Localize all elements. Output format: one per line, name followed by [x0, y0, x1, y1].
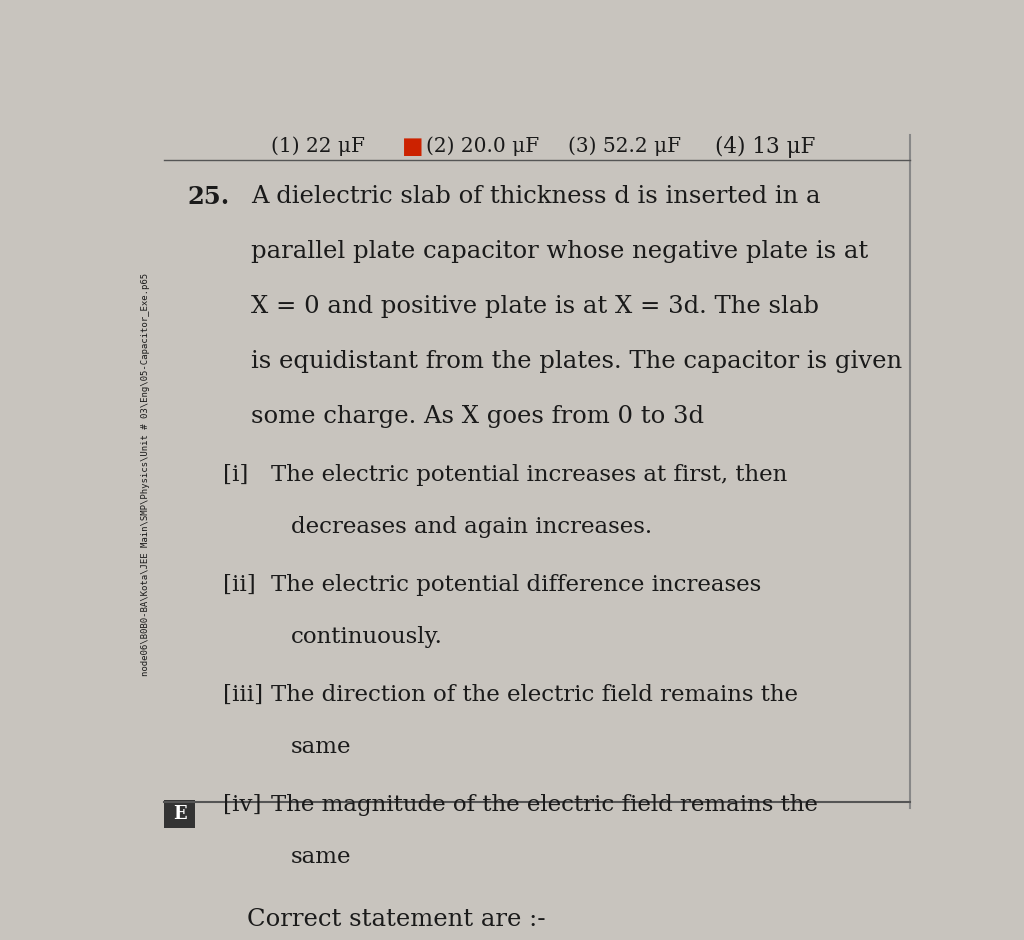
- Text: The magnitude of the electric field remains the: The magnitude of the electric field rema…: [270, 794, 818, 816]
- Text: The electric potential difference increases: The electric potential difference increa…: [270, 573, 761, 596]
- Text: decreases and again increases.: decreases and again increases.: [291, 516, 652, 538]
- Text: parallel plate capacitor whose negative plate is at: parallel plate capacitor whose negative …: [251, 241, 868, 263]
- Text: same: same: [291, 736, 351, 758]
- Text: is equidistant from the plates. The capacitor is given: is equidistant from the plates. The capa…: [251, 351, 902, 373]
- Text: E: E: [173, 806, 186, 823]
- Text: node06\B0B0-BA\Kota\JEE Main\SMP\Physics\Unit # 03\Eng\05-Capacitor_Exe.p65: node06\B0B0-BA\Kota\JEE Main\SMP\Physics…: [141, 274, 150, 676]
- Text: X = 0 and positive plate is at X = 3d. The slab: X = 0 and positive plate is at X = 3d. T…: [251, 295, 819, 319]
- Text: (2) 20.0 μF: (2) 20.0 μF: [426, 136, 539, 156]
- Text: 25.: 25.: [187, 185, 229, 210]
- Text: same: same: [291, 846, 351, 868]
- Text: The electric potential increases at first, then: The electric potential increases at firs…: [270, 463, 787, 486]
- Text: Correct statement are :-: Correct statement are :-: [247, 907, 546, 931]
- Text: [i]: [i]: [223, 463, 249, 486]
- FancyBboxPatch shape: [164, 801, 196, 828]
- Text: continuously.: continuously.: [291, 626, 442, 648]
- Text: A dielectric slab of thickness d is inserted in a: A dielectric slab of thickness d is inse…: [251, 185, 820, 208]
- Text: (3) 52.2 μF: (3) 52.2 μF: [568, 136, 682, 156]
- Text: some charge. As X goes from 0 to 3d: some charge. As X goes from 0 to 3d: [251, 405, 705, 429]
- Text: [iv]: [iv]: [223, 794, 262, 816]
- Text: [iii]: [iii]: [223, 684, 263, 706]
- Text: (4) 13 μF: (4) 13 μF: [715, 136, 816, 158]
- Text: ■: ■: [401, 136, 423, 158]
- Text: The direction of the electric field remains the: The direction of the electric field rema…: [270, 684, 798, 706]
- Text: [ii]: [ii]: [223, 573, 256, 596]
- Text: (1) 22 μF: (1) 22 μF: [270, 136, 365, 156]
